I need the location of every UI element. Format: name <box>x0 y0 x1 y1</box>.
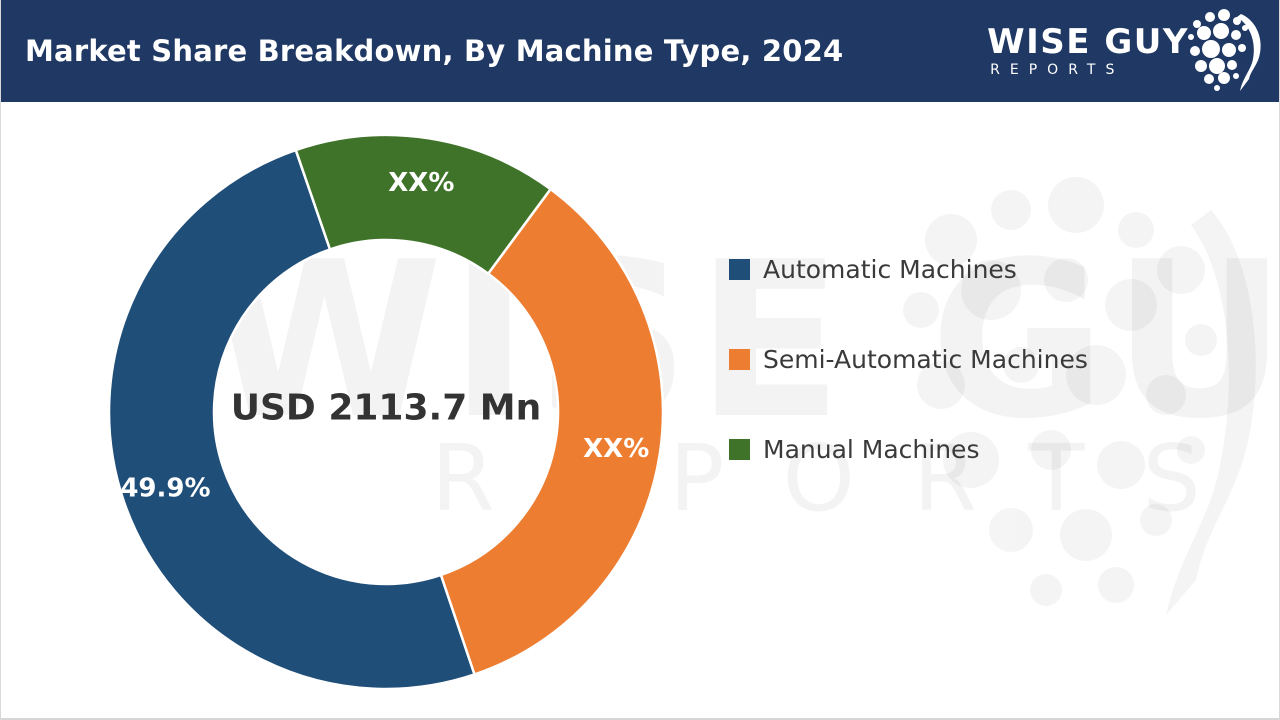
legend-item-automatic: Automatic Machines <box>729 252 1088 286</box>
wise-guy-reports-logo: WISE GUY REPORTS <box>987 8 1261 94</box>
logo-face-icon <box>1188 9 1261 91</box>
legend-label-automatic: Automatic Machines <box>763 254 1017 284</box>
header-bar: Market Share Breakdown, By Machine Type,… <box>1 0 1279 102</box>
slice-label-1: XX% <box>583 434 649 464</box>
bottom-divider <box>1 718 1279 720</box>
page-title: Market Share Breakdown, By Machine Type,… <box>25 34 844 68</box>
logo-wordmark: WISE GUY <box>987 22 1189 62</box>
chart-center-value: USD 2113.7 Mn <box>230 387 542 429</box>
slice-label-2: XX% <box>388 168 454 198</box>
legend-item-semi-automatic: Semi-Automatic Machines <box>729 342 1088 376</box>
chart-legend: Automatic Machines Semi-Automatic Machin… <box>729 252 1088 522</box>
donut-slice-0 <box>107 148 477 691</box>
legend-swatch-manual <box>729 438 750 460</box>
donut-slice-2 <box>294 133 553 276</box>
legend-item-manual: Manual Machines <box>729 432 1088 466</box>
logo-text: WISE GUY REPORTS <box>987 25 1189 77</box>
legend-label-semi-automatic: Semi-Automatic Machines <box>763 344 1088 374</box>
logo-subtitle: REPORTS <box>990 62 1125 78</box>
legend-swatch-automatic <box>729 258 750 280</box>
donut-slice-1 <box>439 187 665 677</box>
legend-label-manual: Manual Machines <box>763 434 980 464</box>
slice-label-0: 49.9% <box>120 473 210 503</box>
legend-swatch-semi-automatic <box>729 348 750 370</box>
